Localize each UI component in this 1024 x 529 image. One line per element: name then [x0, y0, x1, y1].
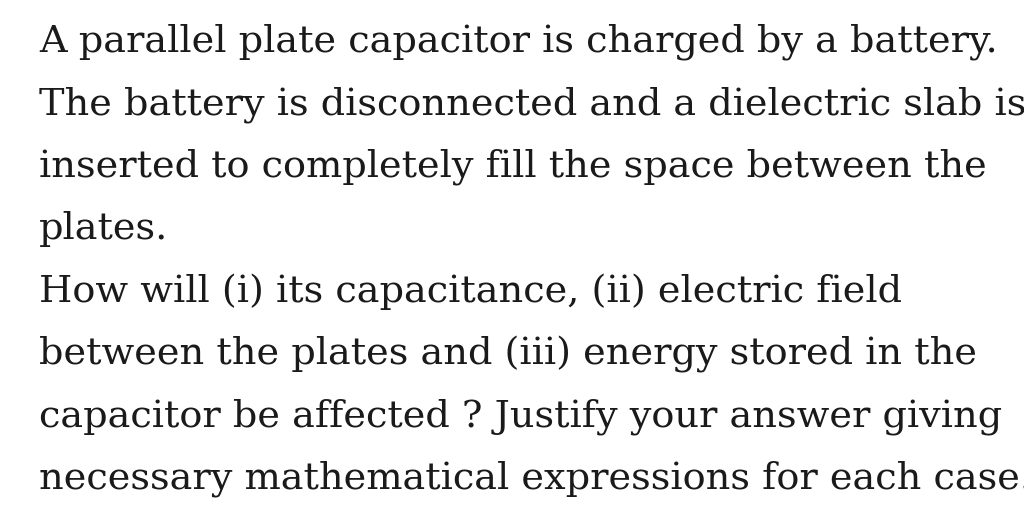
- Text: plates.: plates.: [39, 211, 168, 247]
- Text: between the plates and (iii) energy stored in the: between the plates and (iii) energy stor…: [39, 336, 977, 373]
- Text: capacitor be affected ? Justify your answer giving: capacitor be affected ? Justify your ans…: [39, 398, 1002, 435]
- Text: inserted to completely fill the space between the: inserted to completely fill the space be…: [39, 149, 987, 185]
- Text: How will (i) its capacitance, (ii) electric field: How will (i) its capacitance, (ii) elect…: [39, 273, 902, 310]
- Text: The battery is disconnected and a dielectric slab is: The battery is disconnected and a dielec…: [39, 86, 1024, 123]
- Text: A parallel plate capacitor is charged by a battery.: A parallel plate capacitor is charged by…: [39, 24, 997, 60]
- Text: necessary mathematical expressions for each case.: necessary mathematical expressions for e…: [39, 461, 1024, 497]
